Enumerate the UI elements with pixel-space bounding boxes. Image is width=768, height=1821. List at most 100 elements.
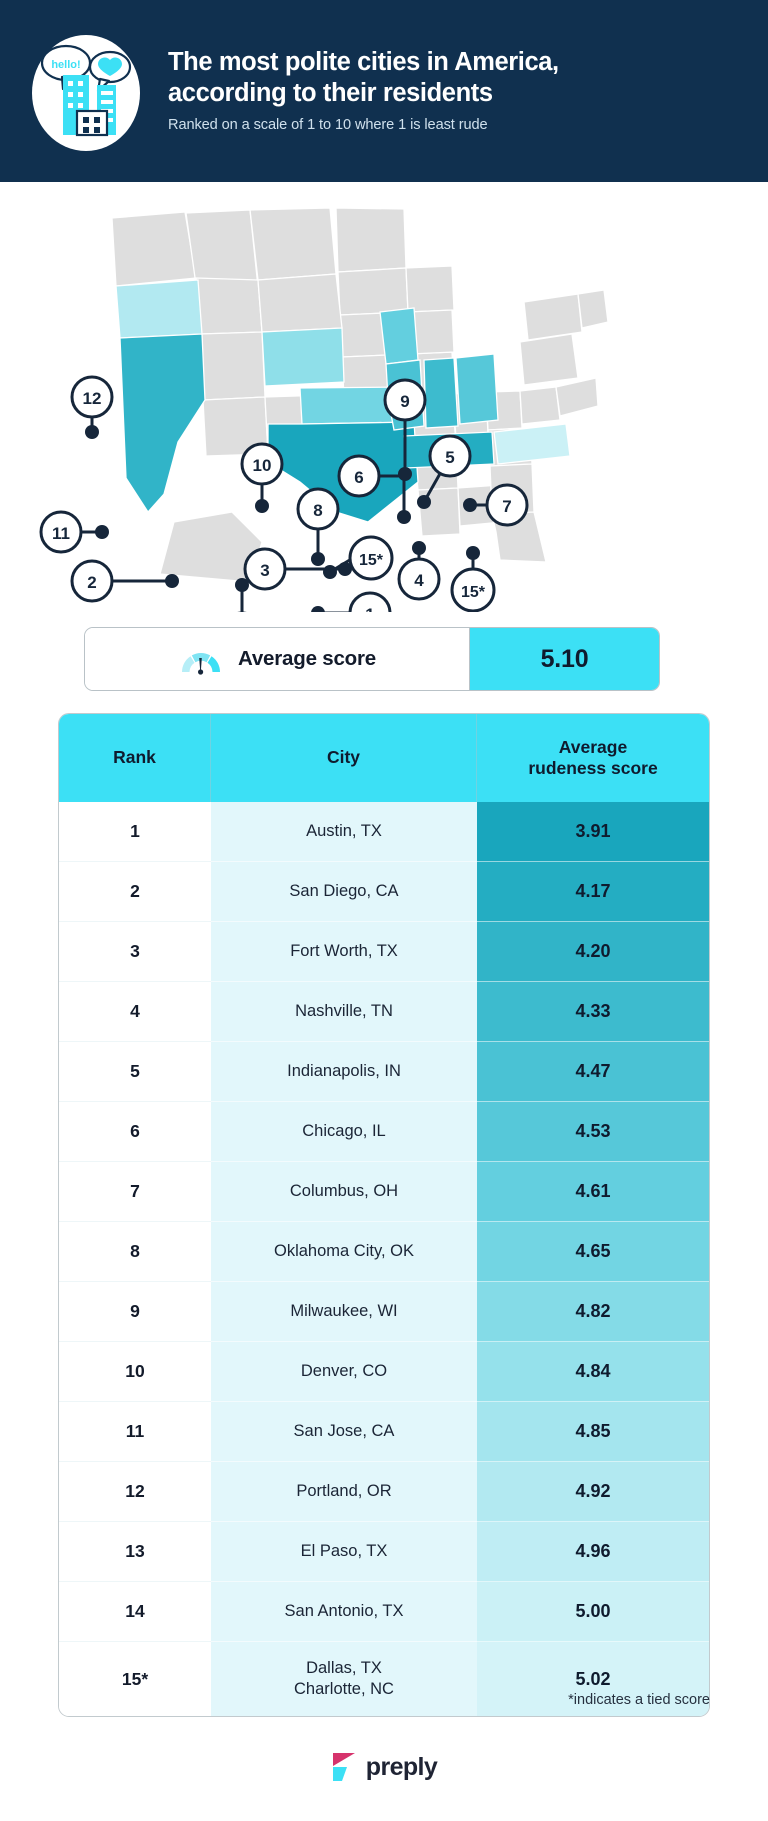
column-header-city: City [211, 714, 477, 802]
cell-score: 4.17 [477, 862, 709, 922]
preply-logo-icon [331, 1752, 357, 1782]
cell-city: Oklahoma City, OK [211, 1222, 477, 1282]
average-score-label: Average score [238, 647, 376, 670]
svg-text:4: 4 [414, 571, 424, 590]
page-title-line1: The most polite cities in America, [168, 48, 559, 77]
cell-city: San Antonio, TX [211, 1582, 477, 1642]
cell-city: El Paso, TX [211, 1522, 477, 1582]
cell-rank: 1 [59, 802, 211, 862]
cell-score: 4.47 [477, 1042, 709, 1102]
svg-text:15*: 15* [359, 552, 384, 569]
table-row: 12 Portland, OR 4.92 [59, 1462, 709, 1522]
average-score-value: 5.10 [540, 644, 589, 673]
cell-city: Indianapolis, IN [211, 1042, 477, 1102]
rankings-table: Rank City Average rudeness score 1 Austin… [58, 713, 710, 1717]
svg-text:10: 10 [253, 456, 272, 475]
table-row: 5 Indianapolis, IN 4.47 [59, 1042, 709, 1102]
cell-score: 4.65 [477, 1222, 709, 1282]
tied-score-note: *indicates a tied score [568, 1692, 710, 1708]
city-speech-bubbles-icon: hello! [22, 27, 150, 155]
page-title: The most polite cities in America, accor… [168, 47, 559, 107]
svg-text:9: 9 [400, 392, 409, 411]
table-row: 13 El Paso, TX 4.96 [59, 1522, 709, 1582]
cell-score: 5.02 [477, 1642, 709, 1716]
cell-score: 4.92 [477, 1462, 709, 1522]
cell-rank: 8 [59, 1222, 211, 1282]
cell-city: San Jose, CA [211, 1402, 477, 1462]
table-row: 11 San Jose, CA 4.85 [59, 1402, 709, 1462]
cell-rank: 2 [59, 862, 211, 922]
cell-score: 4.53 [477, 1102, 709, 1162]
cell-city: San Diego, CA [211, 862, 477, 922]
cell-rank: 13 [59, 1522, 211, 1582]
header-banner: hello! [0, 0, 768, 182]
average-score-value-box: 5.10 [469, 628, 659, 690]
cell-city: Columbus, OH [211, 1162, 477, 1222]
cell-score: 4.20 [477, 922, 709, 982]
cell-score: 4.85 [477, 1402, 709, 1462]
cell-score: 4.61 [477, 1162, 709, 1222]
usa-map: 12 11 2 10 13 3 8 14 1 6 9 5 7 15* 4 15* [0, 182, 768, 612]
column-header-score-line1: Average [558, 736, 628, 757]
table-row: 1 Austin, TX 3.91 [59, 802, 709, 862]
average-score-panel: Average score 5.10 [84, 627, 660, 691]
table-row: 7 Columbus, OH 4.61 [59, 1162, 709, 1222]
cell-city: Fort Worth, TX [211, 922, 477, 982]
footer-logo[interactable]: preply [0, 1752, 768, 1782]
table-row: 15* Dallas, TX Charlotte, NC 5.02 [59, 1642, 709, 1716]
table-row: 3 Fort Worth, TX 4.20 [59, 922, 709, 982]
cell-city: Portland, OR [211, 1462, 477, 1522]
svg-text:1: 1 [365, 605, 374, 612]
cell-city: Denver, CO [211, 1342, 477, 1402]
svg-text:7: 7 [502, 497, 511, 516]
table-row: 10 Denver, CO 4.84 [59, 1342, 709, 1402]
cell-rank: 3 [59, 922, 211, 982]
map-number-badges: 12 11 2 10 13 3 8 14 1 6 9 5 7 15* 4 15* [39, 375, 529, 612]
svg-text:6: 6 [354, 468, 363, 487]
cell-rank: 11 [59, 1402, 211, 1462]
cell-rank: 9 [59, 1282, 211, 1342]
svg-text:8: 8 [313, 501, 322, 520]
table-row: 9 Milwaukee, WI 4.82 [59, 1282, 709, 1342]
gauge-icon [178, 642, 224, 676]
svg-text:15*: 15* [461, 584, 486, 601]
table-row: 8 Oklahoma City, OK 4.65 [59, 1222, 709, 1282]
cell-city: Milwaukee, WI [211, 1282, 477, 1342]
page-subtitle: Ranked on a scale of 1 to 10 where 1 is … [168, 116, 488, 133]
cell-city: Nashville, TN [211, 982, 477, 1042]
cell-city: Chicago, IL [211, 1102, 477, 1162]
cell-score: 5.00 [477, 1582, 709, 1642]
table-row: 6 Chicago, IL 4.53 [59, 1102, 709, 1162]
page-title-line2: according to their residents [168, 78, 493, 107]
average-score-label-area: Average score [85, 628, 469, 690]
svg-text:2: 2 [87, 573, 96, 592]
table-row: 2 San Diego, CA 4.17 [59, 862, 709, 922]
svg-text:hello!: hello! [51, 59, 80, 71]
table-body: 1 Austin, TX 3.91 2 San Diego, CA 4.17 3 Fort W… [59, 802, 709, 1716]
svg-text:5: 5 [445, 448, 454, 467]
cell-city: Dallas, TX Charlotte, NC [211, 1642, 477, 1716]
svg-text:3: 3 [260, 561, 269, 580]
column-header-rank: Rank [59, 714, 211, 802]
cell-score: 4.96 [477, 1522, 709, 1582]
svg-text:12: 12 [83, 389, 102, 408]
cell-rank: 10 [59, 1342, 211, 1402]
cell-rank: 7 [59, 1162, 211, 1222]
table-row: 4 Nashville, TN 4.33 [59, 982, 709, 1042]
map-markers: 12 11 2 10 13 3 8 14 1 6 9 5 7 15* 4 15* [39, 375, 529, 612]
table-header-row: Rank City Average rudeness score [59, 714, 709, 802]
cell-rank: 15* [59, 1642, 211, 1716]
map-pin-dots [85, 425, 480, 612]
svg-text:11: 11 [52, 524, 70, 543]
column-header-score: Average rudeness score [477, 714, 709, 802]
cell-score: 4.33 [477, 982, 709, 1042]
cell-rank: 6 [59, 1102, 211, 1162]
cell-score: 3.91 [477, 802, 709, 862]
cell-rank: 14 [59, 1582, 211, 1642]
header-text-block: The most polite cities in America, accor… [168, 47, 559, 134]
cell-score: 4.82 [477, 1282, 709, 1342]
table-row: 14 San Antonio, TX 5.00 [59, 1582, 709, 1642]
cell-rank: 5 [59, 1042, 211, 1102]
cell-city: Austin, TX [211, 802, 477, 862]
